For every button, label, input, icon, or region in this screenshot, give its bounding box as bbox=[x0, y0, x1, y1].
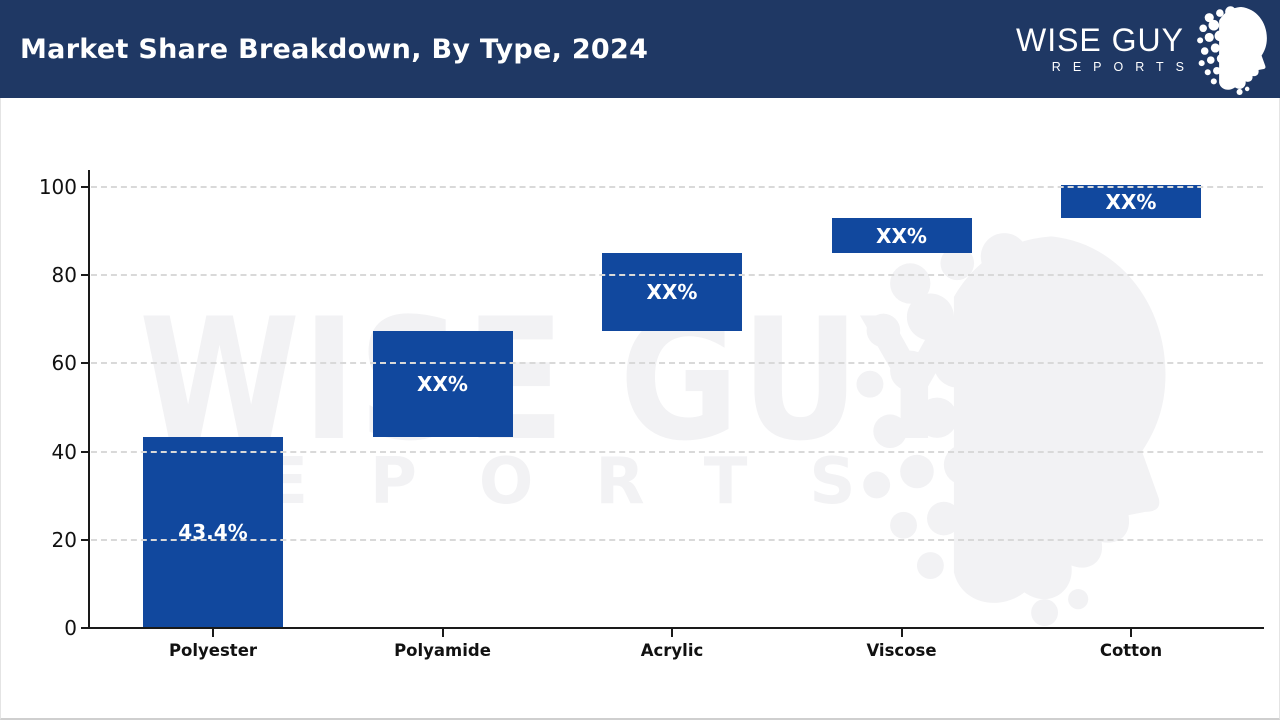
y-tick bbox=[81, 538, 90, 541]
x-axis-line bbox=[87, 627, 1264, 629]
header-bar: Market Share Breakdown, By Type, 2024 WI… bbox=[0, 0, 1280, 98]
bar-value-label: XX% bbox=[646, 280, 698, 305]
y-gridline bbox=[91, 274, 1263, 277]
y-gridline bbox=[91, 186, 1263, 188]
y-tick-label: 80 bbox=[51, 263, 77, 288]
y-tick-label: 60 bbox=[51, 351, 77, 376]
y-tick bbox=[81, 274, 90, 277]
logo-wordmark-text: WISE GUY bbox=[1015, 22, 1184, 58]
bar bbox=[1061, 185, 1201, 218]
wiseguy-head-icon bbox=[1197, 6, 1267, 95]
watermark-wordmark: WISE GUY bbox=[139, 282, 970, 478]
x-tick bbox=[212, 629, 214, 637]
bar bbox=[372, 331, 513, 437]
logo-subtext: REPORTS bbox=[1051, 60, 1196, 74]
y-tick bbox=[81, 362, 90, 365]
x-category-label: Viscose bbox=[866, 641, 937, 660]
y-tick bbox=[81, 450, 90, 453]
x-tick bbox=[1130, 629, 1132, 637]
y-tick bbox=[81, 186, 90, 188]
y-gridline bbox=[91, 450, 1263, 453]
chart-area: WISE GUY REPORTS 0 20 40 60 80 100 43.4% Polyes… bbox=[0, 98, 1280, 720]
logo-wordmark: WISE GUY REPORTS bbox=[1016, 24, 1184, 74]
y-tick-label: 100 bbox=[38, 175, 77, 199]
watermark-head-icon bbox=[856, 233, 1166, 626]
chart-title: Market Share Breakdown, By Type, 2024 bbox=[20, 34, 649, 65]
bar-value-label: XX% bbox=[876, 223, 927, 248]
y-gridline bbox=[91, 362, 1263, 365]
bar-value-label: XX% bbox=[417, 371, 468, 396]
x-category-label: Polyester bbox=[168, 641, 258, 660]
bar bbox=[143, 436, 283, 628]
y-gridline bbox=[91, 538, 1263, 541]
plot: 0 20 40 60 80 100 43.4% Polyester XX% Polyamide XX… bbox=[1, 98, 1280, 720]
x-category-label: Acrylic bbox=[640, 641, 704, 660]
x-tick bbox=[441, 629, 444, 637]
x-tick bbox=[671, 629, 673, 637]
y-tick bbox=[81, 627, 90, 629]
bar bbox=[831, 217, 972, 254]
bar-value-label: XX% bbox=[1105, 189, 1157, 214]
y-tick-label: 40 bbox=[51, 439, 77, 464]
bar bbox=[602, 253, 742, 332]
wiseguy-logo: WISE GUY REPORTS bbox=[1016, 0, 1272, 98]
x-category-label: Cotton bbox=[1099, 641, 1163, 660]
y-tick-label: 20 bbox=[51, 527, 77, 552]
x-category-label: Polyamide bbox=[394, 641, 491, 660]
y-tick-label: 0 bbox=[64, 616, 77, 640]
y-axis-line bbox=[88, 170, 90, 629]
x-tick bbox=[900, 629, 903, 637]
bar-value-label: 43.4% bbox=[178, 520, 248, 545]
